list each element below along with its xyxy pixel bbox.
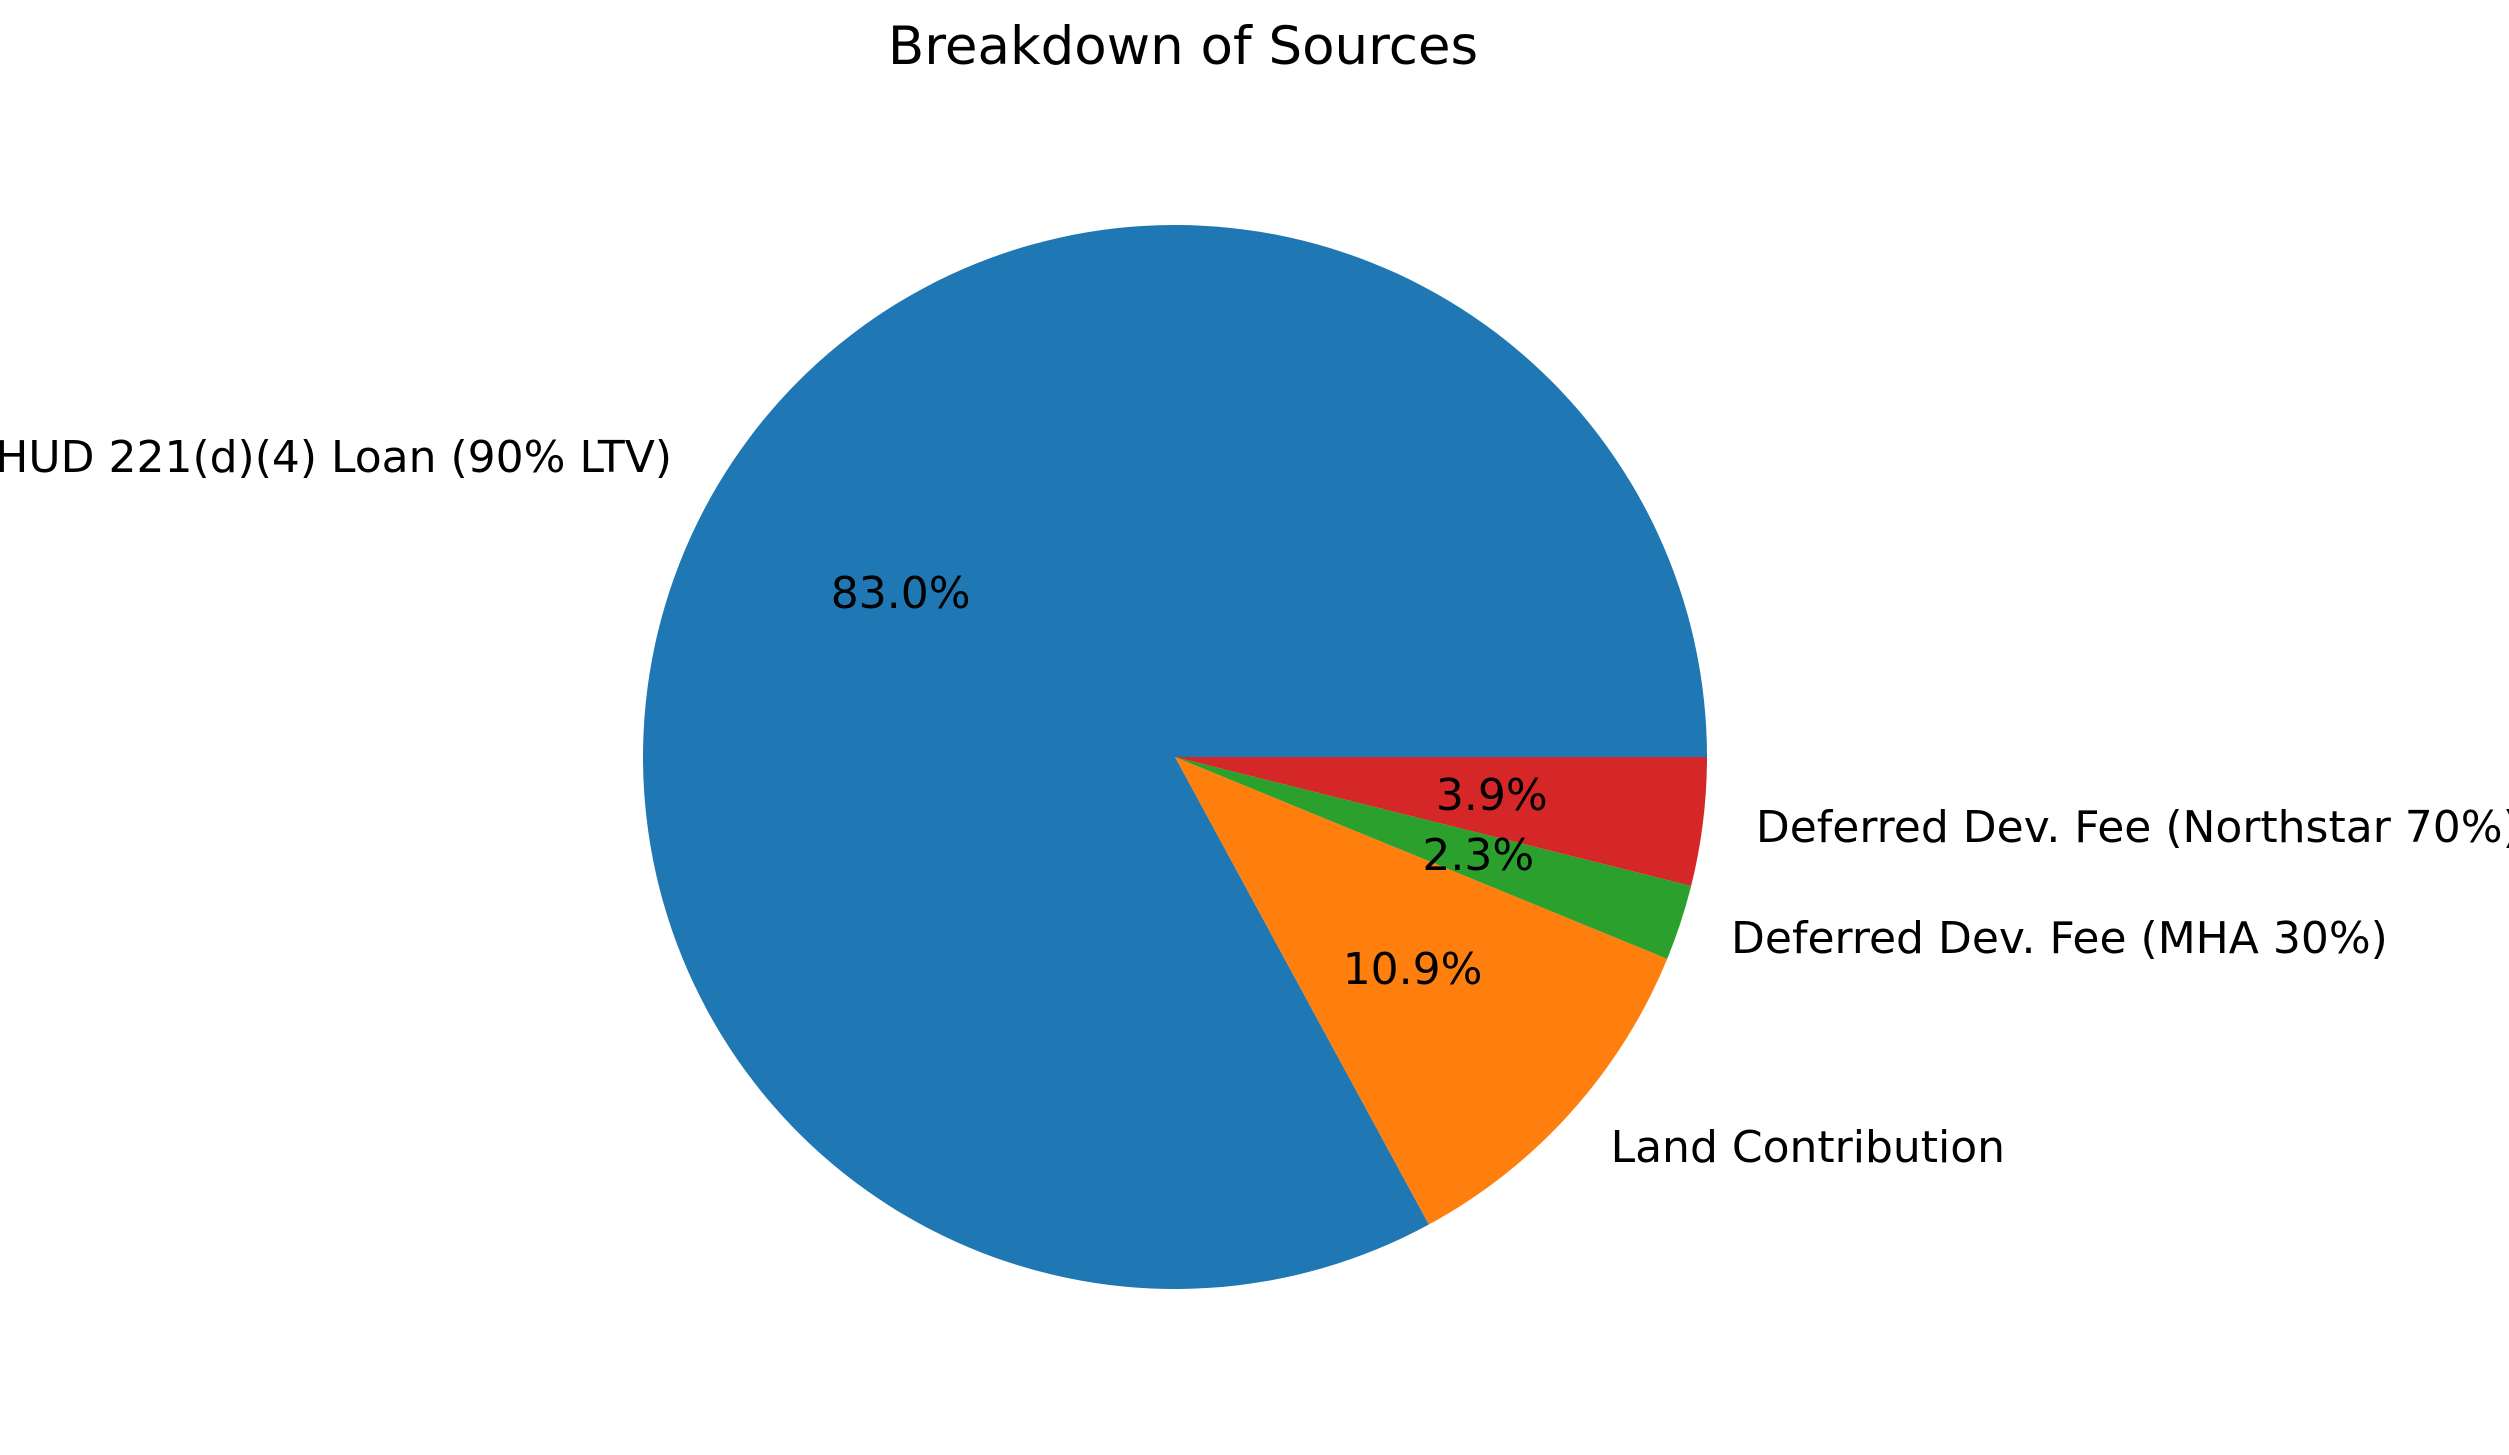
pie-slice-deferred-dev-fee-northstar-70	[1175, 757, 1707, 886]
pie-slice-hud-221-d-4-loan-90-ltv	[643, 224, 1707, 1289]
pie-slice-deferred-dev-fee-mha-30	[1175, 757, 1692, 959]
pie-slice-land-contribution	[1175, 757, 1668, 1225]
chart-title: Breakdown of Sources	[887, 16, 1479, 77]
